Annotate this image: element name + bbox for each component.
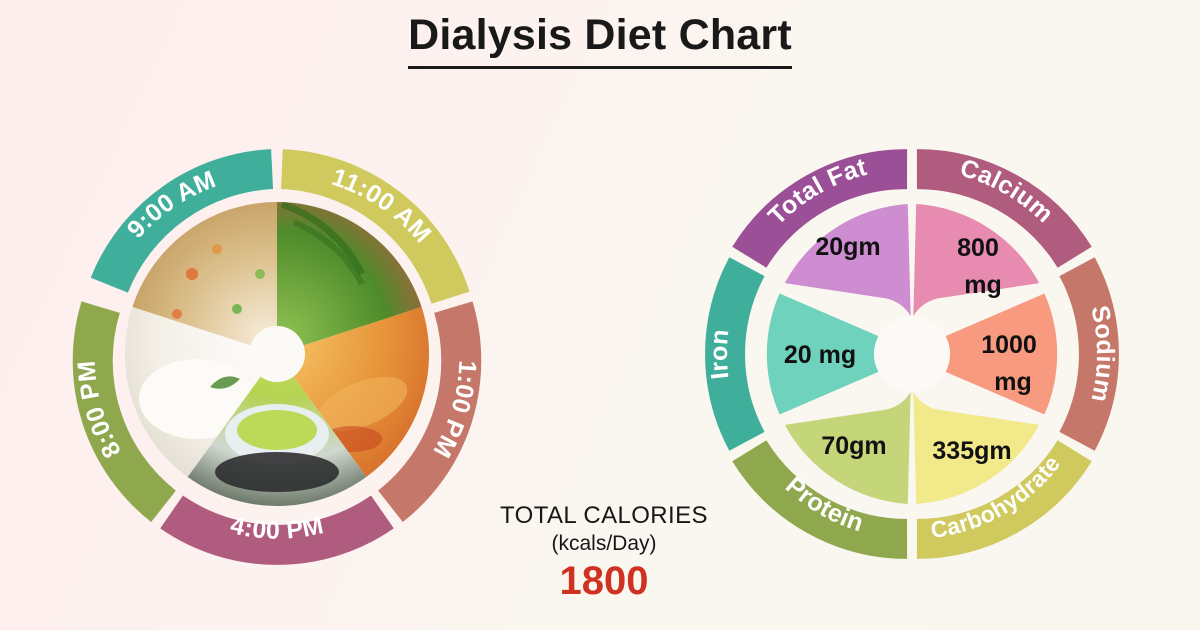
meal-label-3: 4:00 PM [228,511,326,545]
page-title: Dialysis Diet Chart [0,12,1200,70]
nutrient-inner-wedges [766,204,1058,504]
total-calories-label: TOTAL CALORIES [500,502,708,529]
nutrient-value-iron: 20 mg [784,341,856,369]
meal-arc-1[interactable] [280,149,470,305]
nutrient-arc-sodium[interactable] [1059,257,1119,451]
nutrient-arc-carbohydrate[interactable] [916,439,1092,559]
nutrient-value-calcium-line1: 800 [957,234,999,262]
nutrient-value-sodium-line2: mg [994,368,1032,396]
nutrient-value-protein: 70gm [821,432,886,460]
meal-timing-wheel: 9:00 AM 11:00 AM 1:00 PM 4:00 PM 8:00 PM [32,104,522,604]
total-calories-value: 1800 [559,559,649,604]
nutrient-wedge-carbohydrate[interactable] [913,391,1040,504]
nutrient-arc-protein[interactable] [732,439,908,559]
nutrient-arc-iron[interactable] [705,257,765,451]
meal-outer-ring [72,149,482,565]
nutrient-wheel-hub [874,316,950,392]
nutrient-arc-total-fat[interactable] [732,149,908,269]
svg-text:4:00 PM: 4:00 PM [228,511,326,545]
nutrient-arc-calcium[interactable] [916,149,1092,269]
meal-arc-4[interactable] [72,301,177,523]
nutrient-value-sodium-line1: 1000 [981,331,1037,359]
nutrient-wedge-protein[interactable] [784,391,911,504]
nutrient-wedge-sodium[interactable] [945,293,1058,415]
nutrient-outer-ring [705,149,1119,559]
nutrient-value-total-fat: 20gm [815,233,880,261]
meal-arc-2[interactable] [377,301,482,523]
nutrient-wedge-calcium[interactable] [913,204,1040,317]
nutrient-wheel: 800 mg 1000 mg 335gm 70gm 20 mg 20gm Cal… [672,104,1152,604]
total-calories-block: TOTAL CALORIES (kcals/Day) 1800 [470,502,738,605]
nutrient-value-carbohydrate: 335gm [932,437,1011,465]
meal-arc-3[interactable] [160,495,394,565]
nutrient-wedge-total-fat[interactable] [784,204,911,317]
nutrient-value-calcium-line2: mg [964,271,1002,299]
nutrient-wedge-iron[interactable] [766,293,879,415]
page-title-text: Dialysis Diet Chart [408,12,792,70]
nutrient-values: 800 mg 1000 mg 335gm 70gm 20 mg 20gm [784,233,1037,465]
total-calories-unit: (kcals/Day) [551,531,657,555]
meal-wheel-hub [249,326,305,382]
meal-arc-0[interactable] [90,149,274,293]
